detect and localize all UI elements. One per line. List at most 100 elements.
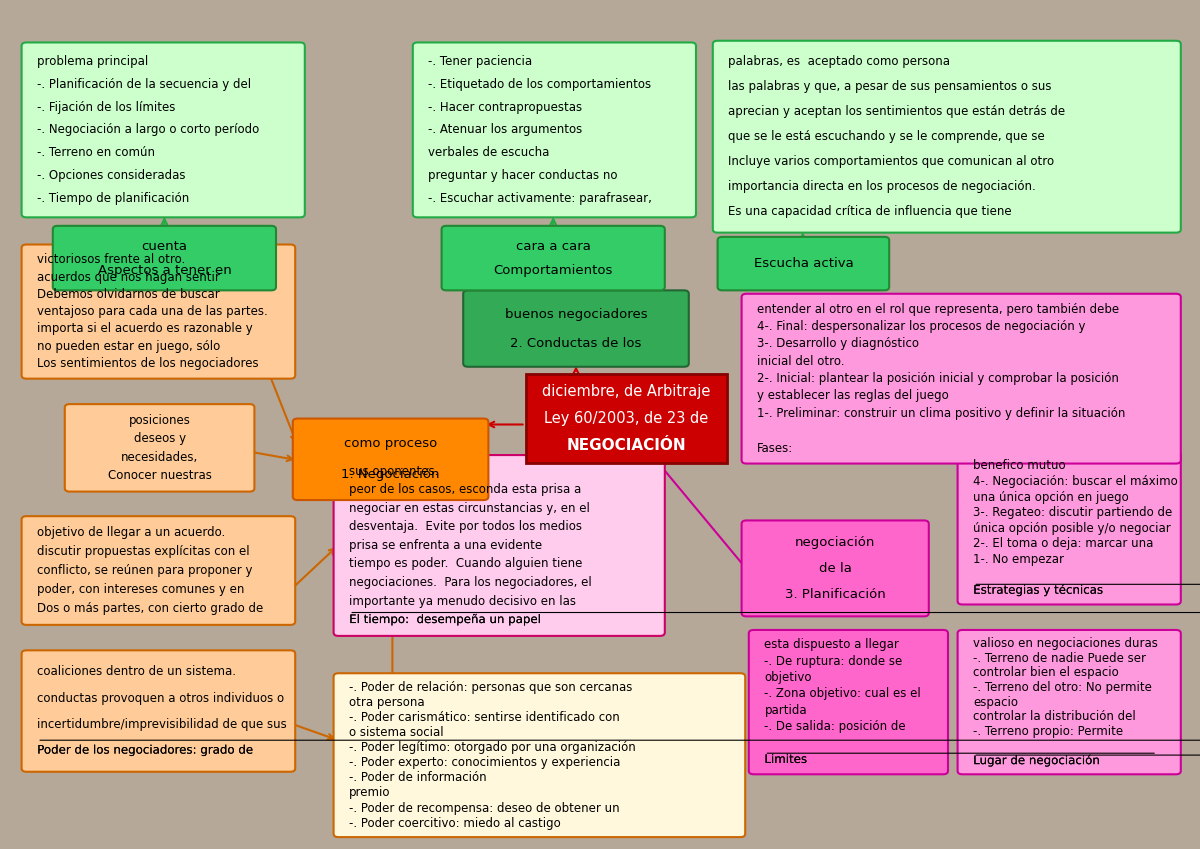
Text: diciembre, de Arbitraje: diciembre, de Arbitraje [542,384,710,399]
Text: -. Poder coercitivo: miedo al castigo: -. Poder coercitivo: miedo al castigo [349,817,560,829]
Text: buenos negociadores: buenos negociadores [505,307,647,321]
Text: verbales de escucha: verbales de escucha [428,146,550,159]
FancyBboxPatch shape [53,226,276,290]
Text: negociar en estas circunstancias y, en el: negociar en estas circunstancias y, en e… [349,502,590,515]
Text: Poder de los negociadores: grado de: Poder de los negociadores: grado de [37,744,253,756]
Text: Ley 60/2003, de 23 de: Ley 60/2003, de 23 de [545,411,708,425]
Text: 2-. Inicial: plantear la posición inicial y comprobar la posición: 2-. Inicial: plantear la posición inicia… [757,372,1120,385]
Text: desventaja.  Evite por todos los medios: desventaja. Evite por todos los medios [349,520,582,533]
FancyBboxPatch shape [526,374,727,463]
Text: objetivo de llegar a un acuerdo.: objetivo de llegar a un acuerdo. [37,526,226,539]
Text: inicial del otro.: inicial del otro. [757,355,845,368]
Text: negociaciones.  Para los negociadores, el: negociaciones. Para los negociadores, el [349,576,592,589]
Text: premio: premio [349,786,391,800]
FancyBboxPatch shape [22,516,295,625]
FancyBboxPatch shape [742,520,929,616]
Text: importa si el acuerdo es razonable y: importa si el acuerdo es razonable y [37,323,253,335]
Text: poder, con intereses comunes y en: poder, con intereses comunes y en [37,583,245,596]
Text: 3. Planificación: 3. Planificación [785,588,886,601]
FancyBboxPatch shape [463,290,689,367]
FancyBboxPatch shape [442,226,665,290]
Text: -. Terreno propio: Permite: -. Terreno propio: Permite [973,725,1123,738]
FancyBboxPatch shape [22,245,295,379]
Text: de la: de la [818,562,852,575]
Text: cuenta: cuenta [142,239,187,252]
FancyBboxPatch shape [334,673,745,837]
Text: objetivo: objetivo [764,671,812,684]
Text: Lugar de negociación: Lugar de negociación [973,754,1099,767]
Text: prisa se enfrenta a una evidente: prisa se enfrenta a una evidente [349,539,542,552]
Text: 3-. Desarrollo y diagnóstico: 3-. Desarrollo y diagnóstico [757,337,919,351]
Text: las palabras y que, a pesar de sus pensamientos o sus: las palabras y que, a pesar de sus pensa… [728,80,1052,93]
FancyBboxPatch shape [742,294,1181,464]
Text: -. Tener paciencia: -. Tener paciencia [428,55,533,68]
Text: -. Opciones consideradas: -. Opciones consideradas [37,169,186,182]
Text: Fases:: Fases: [757,441,793,454]
Text: -. Poder carismático: sentirse identificado con: -. Poder carismático: sentirse identific… [349,711,620,724]
Text: -. Terreno del otro: No permite: -. Terreno del otro: No permite [973,681,1152,694]
FancyBboxPatch shape [413,42,696,217]
Text: importancia directa en los procesos de negociación.: importancia directa en los procesos de n… [728,180,1036,194]
Text: problema principal: problema principal [37,55,149,68]
Text: controlar la distribución del: controlar la distribución del [973,711,1136,723]
Text: 3-. Regateo: discutir partiendo de: 3-. Regateo: discutir partiendo de [973,506,1172,519]
Text: Estrategias y técnicas: Estrategias y técnicas [973,584,1104,597]
Text: coaliciones dentro de un sistema.: coaliciones dentro de un sistema. [37,666,236,678]
Text: -. Zona objetivo: cual es el: -. Zona objetivo: cual es el [764,688,922,700]
Text: una única opción en juego: una única opción en juego [973,491,1129,503]
Text: 1-. Preliminar: construir un clima positivo y definir la situación: 1-. Preliminar: construir un clima posit… [757,407,1126,420]
Text: ventajoso para cada una de las partes.: ventajoso para cada una de las partes. [37,305,268,318]
Text: 4-. Negociación: buscar el máximo: 4-. Negociación: buscar el máximo [973,475,1178,488]
Text: necesidades,: necesidades, [121,451,198,464]
Text: acuerdos que nos hagan sentir: acuerdos que nos hagan sentir [37,271,220,284]
Text: Es una capacidad crítica de influencia que tiene: Es una capacidad crítica de influencia q… [728,205,1012,218]
Text: Conocer nuestras: Conocer nuestras [108,469,211,482]
Text: conductas provoquen a otros individuos o: conductas provoquen a otros individuos o [37,692,284,705]
Text: Escucha activa: Escucha activa [754,257,853,270]
Text: victoriosos frente al otro.: victoriosos frente al otro. [37,254,186,267]
Text: negociación: negociación [796,536,875,548]
Text: discutir propuestas explícitas con el: discutir propuestas explícitas con el [37,545,250,558]
Text: que se le está escuchando y se le comprende, que se: que se le está escuchando y se le compre… [728,130,1045,143]
Text: Dos o más partes, con cierto grado de: Dos o más partes, con cierto grado de [37,602,264,615]
Text: 2. Conductas de los: 2. Conductas de los [510,336,642,350]
Text: Limites: Limites [764,753,808,766]
Text: espacio: espacio [973,695,1019,709]
FancyBboxPatch shape [22,650,295,772]
Text: -. Etiquetado de los comportamientos: -. Etiquetado de los comportamientos [428,78,652,91]
FancyBboxPatch shape [713,41,1181,233]
Text: partida: partida [764,704,808,717]
Text: Debemos olvidarnos de buscar: Debemos olvidarnos de buscar [37,288,220,301]
Text: Aspectos a tener en: Aspectos a tener en [97,264,232,277]
Text: -. Fijación de los límites: -. Fijación de los límites [37,101,175,114]
FancyBboxPatch shape [22,42,305,217]
Text: -. Atenuar los argumentos: -. Atenuar los argumentos [428,123,583,137]
Text: deseos y: deseos y [133,432,186,445]
Text: y establecer las reglas del juego: y establecer las reglas del juego [757,390,949,402]
Text: El tiempo:  desempeña un papel: El tiempo: desempeña un papel [349,613,541,626]
Text: -. Hacer contrapropuestas: -. Hacer contrapropuestas [428,101,582,114]
Text: conflicto, se reúnen para proponer y: conflicto, se reúnen para proponer y [37,564,253,577]
Text: como proceso: como proceso [344,437,437,450]
Text: otra persona: otra persona [349,696,425,709]
Text: -. Tiempo de planificación: -. Tiempo de planificación [37,192,190,205]
Text: Los sentimientos de los negociadores: Los sentimientos de los negociadores [37,357,259,369]
Text: 2-. El toma o deja: marcar una: 2-. El toma o deja: marcar una [973,537,1153,550]
Text: esta dispuesto a llegar: esta dispuesto a llegar [764,638,899,651]
Text: -. Planificación de la secuencia y del: -. Planificación de la secuencia y del [37,78,251,91]
Text: -. Poder de relación: personas que son cercanas: -. Poder de relación: personas que son c… [349,681,632,694]
Text: -. Poder legítimo: otorgado por una organización: -. Poder legítimo: otorgado por una orga… [349,741,636,754]
Text: aprecian y aceptan los sentimientos que están detrás de: aprecian y aceptan los sentimientos que … [728,105,1066,118]
Text: -. Terreno de nadie Puede ser: -. Terreno de nadie Puede ser [973,652,1146,665]
Text: -. Terreno en común: -. Terreno en común [37,146,155,159]
Text: tiempo es poder.  Cuando alguien tiene: tiempo es poder. Cuando alguien tiene [349,558,582,571]
Text: 1-. No empezar: 1-. No empezar [973,553,1064,565]
Text: o sistema social: o sistema social [349,726,444,739]
Text: valioso en negociaciones duras: valioso en negociaciones duras [973,637,1158,650]
FancyBboxPatch shape [958,630,1181,774]
Text: sus oponentes.: sus oponentes. [349,465,438,478]
Text: importante ya menudo decisivo en las: importante ya menudo decisivo en las [349,594,576,608]
Text: controlar bien el espacio: controlar bien el espacio [973,666,1118,679]
FancyBboxPatch shape [718,237,889,290]
Text: 4-. Final: despersonalizar los procesos de negociación y: 4-. Final: despersonalizar los procesos … [757,320,1086,333]
